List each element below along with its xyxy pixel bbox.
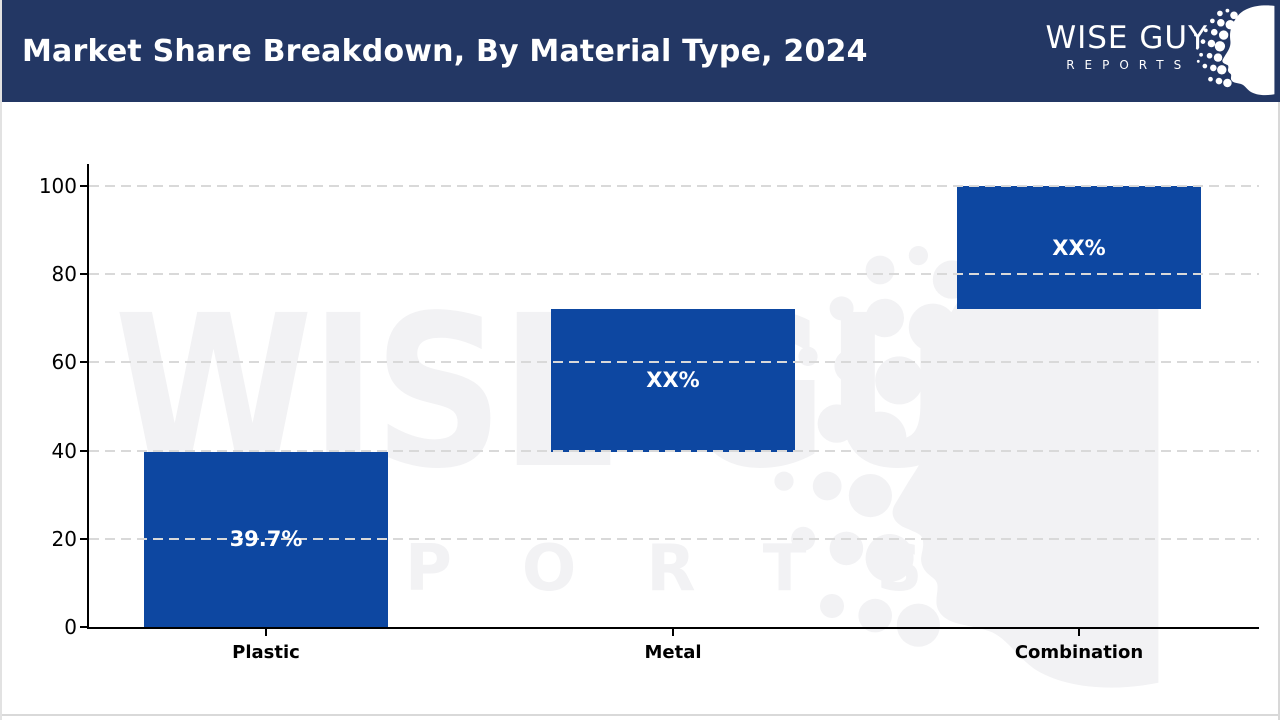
y-tick-label-40: 40 — [51, 438, 77, 463]
y-tick-label-100: 100 — [38, 174, 77, 198]
bottom-border-line — [2, 714, 1280, 716]
x-tick-metal — [672, 627, 674, 636]
header-band: Market Share Breakdown, By Material Type… — [2, 0, 1280, 102]
logo-face-icon — [1194, 5, 1275, 96]
y-tick-20 — [80, 537, 89, 540]
x-tick-plastic — [265, 627, 267, 636]
page-title: Market Share Breakdown, By Material Type… — [22, 34, 868, 69]
y-tick-label-60: 60 — [51, 350, 77, 375]
y-tick-80 — [80, 273, 89, 276]
y-tick-60 — [80, 361, 89, 364]
y-tick-label-20: 20 — [51, 526, 77, 551]
x-axis-spine — [87, 627, 1259, 629]
chart-area: WISE GUY REPORTS 02040608010039.7%XX%XX%… — [2, 102, 1280, 716]
y-axis-spine — [87, 164, 89, 629]
bar-label-combination: XX% — [1052, 235, 1106, 260]
x-label-combination: Combination — [1014, 642, 1144, 663]
gridline-80 — [89, 273, 1259, 276]
x-tick-combination — [1078, 627, 1080, 636]
y-tick-100 — [80, 185, 89, 187]
gridline-40 — [89, 449, 1259, 452]
gridline-60 — [89, 361, 1259, 364]
y-tick-0 — [80, 626, 89, 628]
bar-metal[interactable] — [551, 309, 795, 452]
wise-guy-logo: WISE GUY REPORTS — [1018, 0, 1278, 102]
gridline-20 — [89, 537, 1259, 540]
logo-text: WISE GUY REPORTS — [1045, 20, 1208, 72]
x-label-plastic: Plastic — [232, 642, 300, 663]
gridline-100 — [89, 185, 1259, 187]
x-label-metal: Metal — [644, 642, 702, 663]
y-tick-40 — [80, 449, 89, 452]
y-tick-label-80: 80 — [51, 262, 77, 287]
bar-label-plastic: 39.7% — [229, 527, 303, 552]
y-tick-label-0: 0 — [64, 615, 77, 639]
logo-wordmark: WISE GUY — [1045, 20, 1208, 56]
bar-combination[interactable] — [957, 186, 1201, 310]
bar-label-metal: XX% — [646, 368, 700, 393]
logo-subtitle: REPORTS — [1066, 58, 1192, 72]
